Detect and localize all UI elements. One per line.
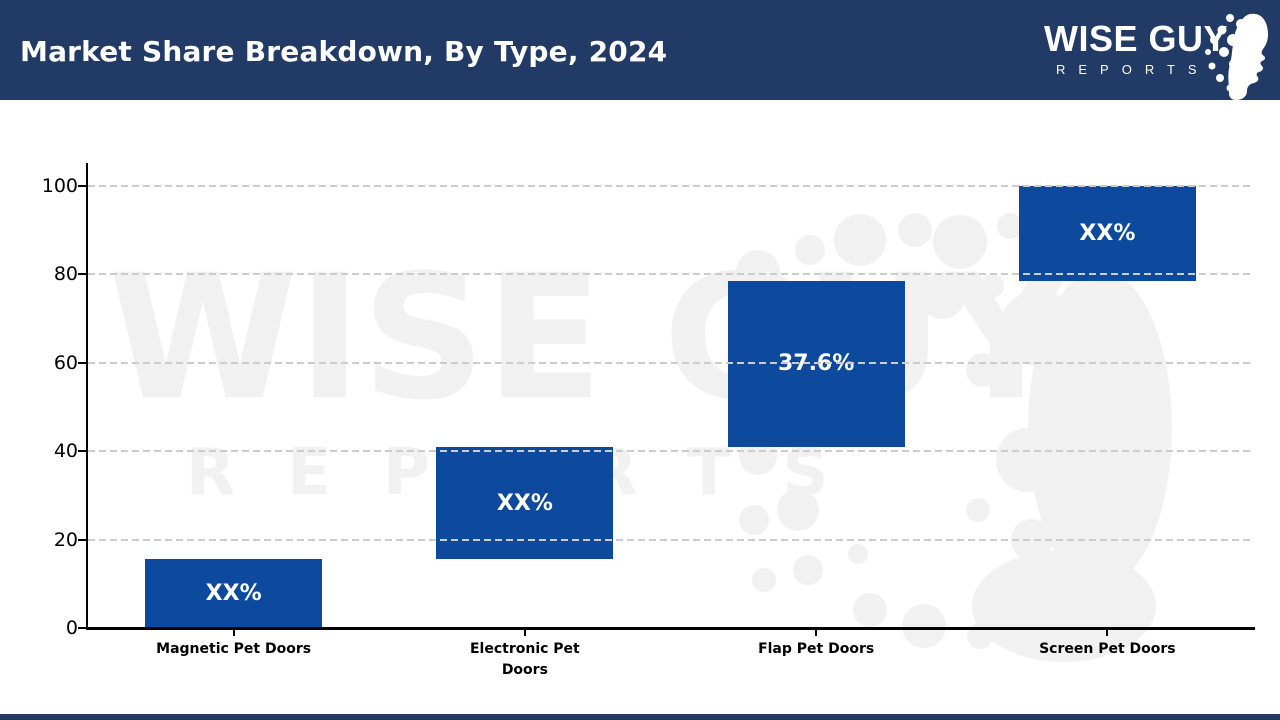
gridline <box>88 273 1253 276</box>
bar-value-label: XX% <box>1079 220 1136 246</box>
y-axis-line <box>86 163 88 630</box>
brand-logo: WISE GUY REPORTS <box>1040 6 1274 100</box>
brand-logo-head-icon <box>1205 13 1268 100</box>
y-tick-mark <box>78 538 86 541</box>
bar-electronic-pet-doors: XX% <box>436 446 614 560</box>
bar-screen-pet-doors: XX% <box>1018 186 1196 281</box>
x-tick-label: Electronic Pet Doors <box>469 641 580 678</box>
y-tick-label: 100 <box>41 175 78 197</box>
x-tick-mark <box>1106 630 1109 636</box>
y-tick-label: 40 <box>53 440 78 463</box>
bar-value-label: XX% <box>496 490 553 516</box>
gridline <box>88 450 1253 453</box>
x-tick-mark <box>815 630 818 636</box>
y-tick-label: 20 <box>53 528 78 551</box>
y-tick-label: 0 <box>65 617 78 639</box>
y-tick-mark <box>78 450 86 453</box>
y-tick-mark <box>78 185 86 187</box>
watermark-brand-text: WISE GUY <box>108 237 1069 438</box>
x-tick-label: Flap Pet Doors <box>758 641 875 657</box>
x-tick-label: Magnetic Pet Doors <box>156 641 312 657</box>
brand-logo-tagline: REPORTS <box>1056 62 1210 77</box>
gridline <box>88 361 1253 364</box>
x-tick-mark <box>523 630 526 636</box>
brand-logo-name: WISE GUY <box>1044 18 1229 59</box>
y-tick-label: 80 <box>53 263 78 286</box>
x-axis-line <box>86 627 1255 630</box>
x-tick-mark <box>232 630 235 636</box>
bar-magnetic-pet-doors: XX% <box>145 559 323 628</box>
y-tick-label: 60 <box>53 351 78 374</box>
footer-accent-bar <box>0 714 1280 720</box>
gridline <box>88 538 1253 541</box>
y-tick-mark <box>78 627 86 629</box>
header: Market Share Breakdown, By Type, 2024 WI… <box>0 0 1280 100</box>
chart-title: Market Share Breakdown, By Type, 2024 <box>20 35 668 68</box>
bar-value-label: XX% <box>205 581 262 607</box>
y-tick-mark <box>78 273 86 276</box>
gridline <box>88 185 1253 187</box>
y-tick-mark <box>78 361 86 364</box>
x-tick-label: Screen Pet Doors <box>1039 641 1176 657</box>
